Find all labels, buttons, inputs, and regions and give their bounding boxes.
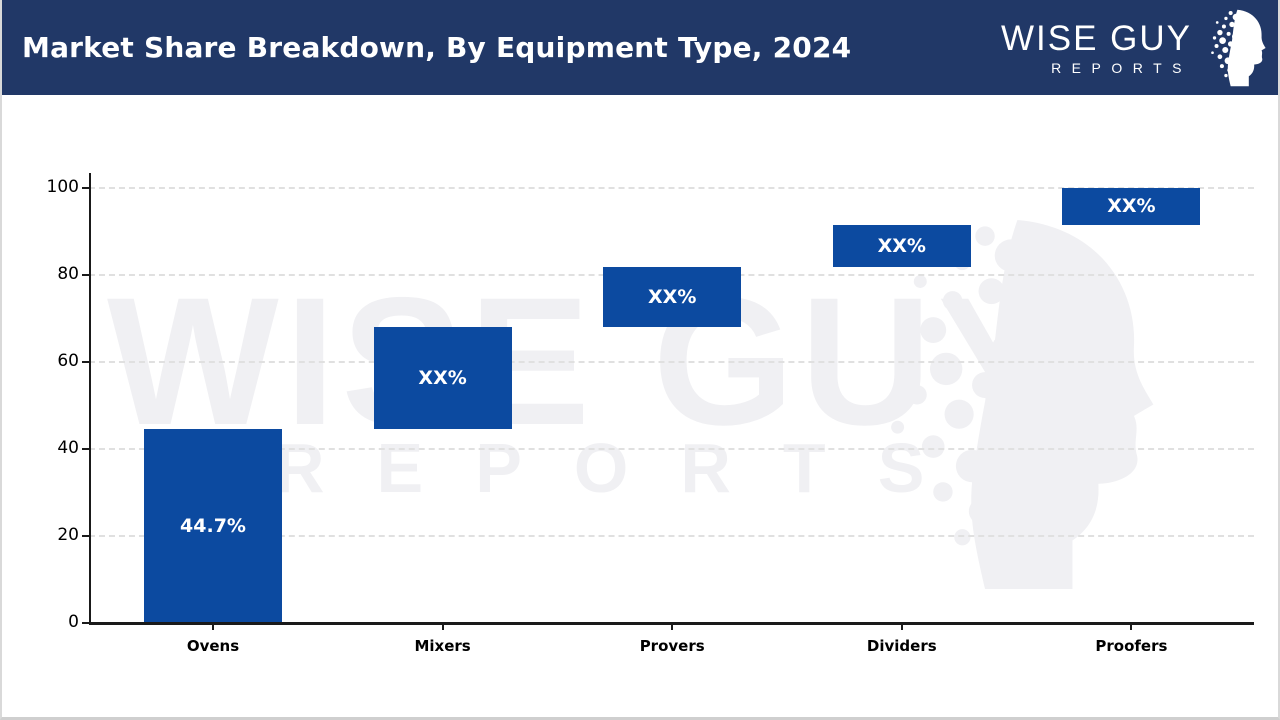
category-label-dividers: Dividers [866,637,937,655]
bar-ovens: 44.7% [144,428,282,623]
brand-name: WISE GUY [1000,18,1192,58]
x-axis-tick-mark [1130,623,1133,630]
y-axis-tick-label: 60 [57,351,79,371]
y-axis-tick-mark [82,622,89,624]
gridline-60 [89,361,1254,363]
brand-subtitle: REPORTS [1051,59,1192,76]
category-label-ovens: Ovens [186,637,240,655]
y-axis-tick-mark [82,361,89,363]
gridline-100 [89,187,1254,189]
y-axis-tick-label: 40 [57,438,79,458]
bar-value-label: XX% [1107,195,1156,218]
bar-proofers: XX% [1062,188,1201,225]
bar-mixers: XX% [373,327,512,429]
gridline-20 [89,535,1254,537]
header-bar: Market Share Breakdown, By Equipment Typ… [2,0,1278,95]
page-title: Market Share Breakdown, By Equipment Typ… [22,31,852,64]
y-axis-tick-label: 20 [57,525,79,545]
bar-value-label: XX% [418,366,467,389]
category-label-provers: Provers [639,637,705,655]
bar-dividers: XX% [832,224,971,268]
bar-value-label: XX% [877,235,926,258]
x-axis-line [89,622,1254,625]
y-axis-tick-label: 0 [68,612,79,632]
y-axis-tick-mark [82,448,89,450]
y-axis-line [89,173,91,625]
y-axis-tick-mark [82,187,89,189]
gridline-40 [89,448,1254,450]
brand-head-icon [1211,9,1266,86]
category-label-mixers: Mixers [414,637,471,655]
x-axis-tick-mark [212,623,214,630]
bar-value-label: 44.7% [180,514,246,537]
y-axis-tick-label: 80 [57,264,79,284]
category-label-proofers: Proofers [1095,637,1168,655]
brand-logo: WISE GUY REPORTS [1001,7,1268,89]
x-axis-tick-mark [671,623,674,630]
chart-area: WISE GUY REPORTS 0 20 40 60 80 100 44.7% Ovens X… [2,95,1278,717]
bar-value-label: XX% [648,286,697,309]
y-axis-tick-mark [82,274,89,276]
bar-provers: XX% [603,267,742,328]
y-axis-tick-mark [82,535,89,537]
brand-logo-text: WISE GUY REPORTS [1001,21,1192,75]
y-axis-tick-label: 100 [46,177,79,197]
watermark-subtext: REPORTS [274,429,977,507]
x-axis-tick-mark [900,623,903,630]
x-axis-tick-mark [441,623,444,630]
